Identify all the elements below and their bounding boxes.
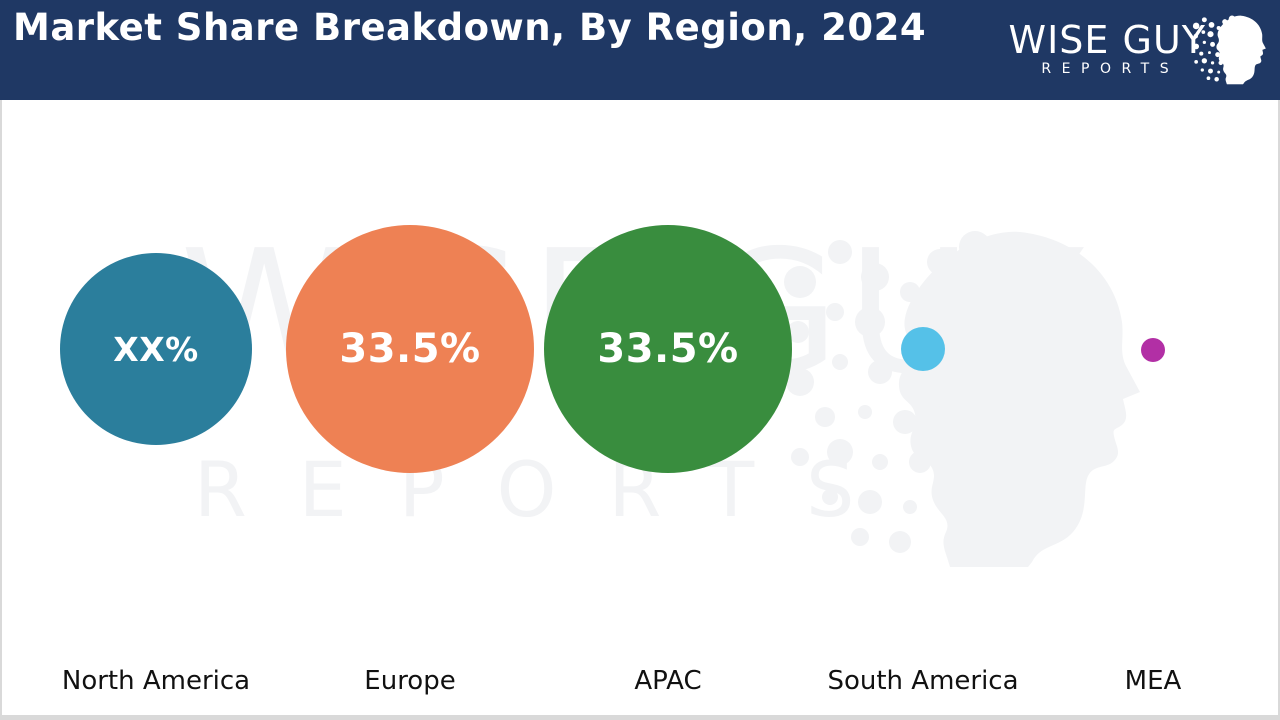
region-label-south-america: South America bbox=[827, 666, 1019, 696]
brand-subtitle: REPORTS bbox=[1041, 61, 1180, 78]
watermark-head-icon bbox=[770, 222, 1170, 567]
bubble-mea bbox=[1141, 338, 1165, 362]
brand-name: WISE GUY bbox=[1008, 17, 1206, 62]
bubble-value-label: 33.5% bbox=[597, 326, 739, 372]
region-label-apac: APAC bbox=[634, 666, 702, 696]
region-label-europe: Europe bbox=[364, 666, 456, 696]
bubble-apac: 33.5% bbox=[544, 225, 792, 473]
brand-logo-text: WISE GUY REPORTS bbox=[1008, 17, 1206, 78]
bubble-south-america bbox=[901, 327, 945, 371]
chart-area: WISE GUY REPORTS XX%33.5%33.5% North Ame… bbox=[0, 100, 1280, 720]
header-bar: Market Share Breakdown, By Region, 2024 … bbox=[0, 0, 1280, 100]
region-label-mea: MEA bbox=[1124, 666, 1182, 696]
page-title: Market Share Breakdown, By Region, 2024 bbox=[13, 6, 927, 49]
bubble-value-label: 33.5% bbox=[339, 326, 481, 372]
brand-head-icon bbox=[1190, 6, 1272, 92]
brand-logo: WISE GUY REPORTS bbox=[1009, 6, 1272, 92]
bubble-europe: 33.5% bbox=[286, 225, 534, 473]
bubble-value-label: XX% bbox=[113, 329, 199, 369]
bubble-north-america: XX% bbox=[60, 253, 252, 445]
watermark-sub-text: REPORTS bbox=[194, 445, 907, 534]
region-label-north-america: North America bbox=[61, 666, 251, 696]
